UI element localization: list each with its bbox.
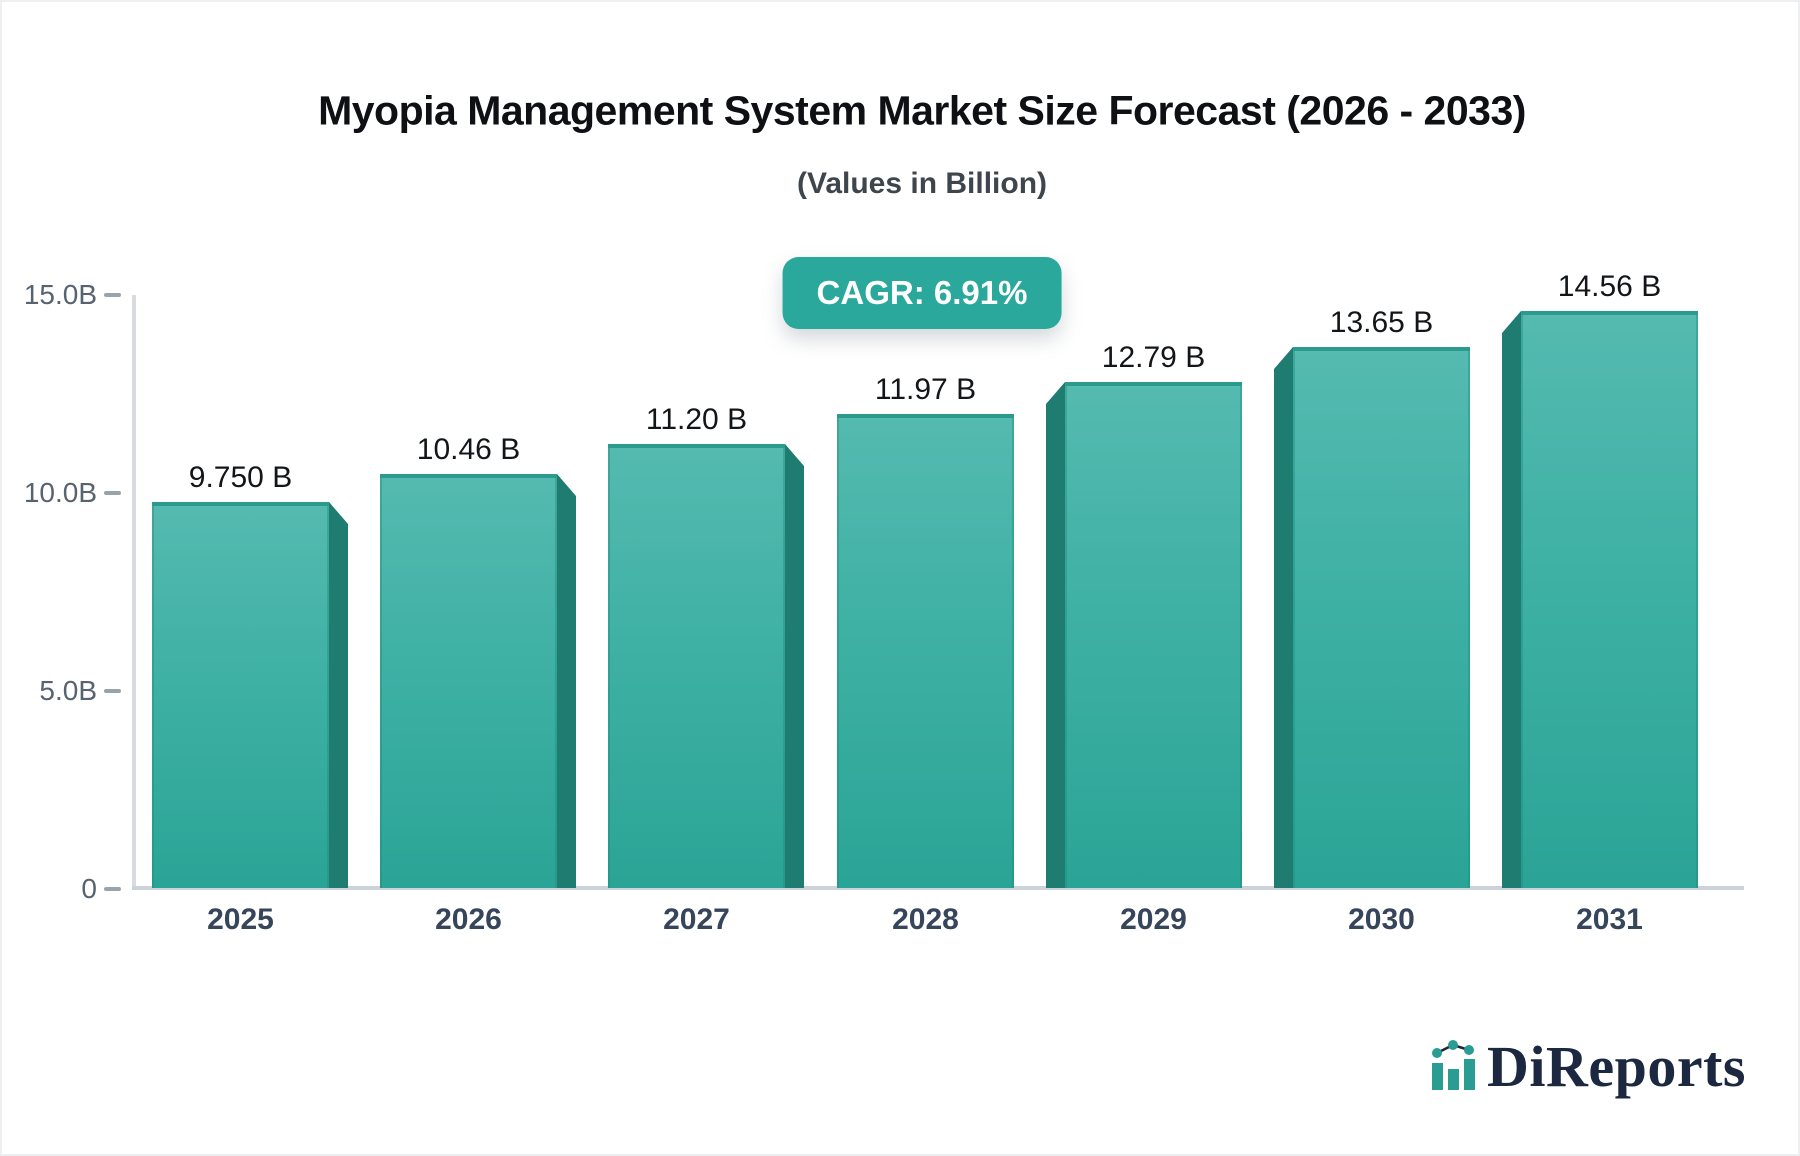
x-axis-label: 2028	[892, 903, 959, 936]
x-axis-label: 2027	[663, 903, 730, 936]
cagr-badge: CAGR: 6.91%	[782, 257, 1062, 329]
bar-value-label: 14.56 B	[1557, 270, 1662, 303]
y-axis-tick-dash	[104, 293, 121, 297]
bar-3d-side	[1046, 382, 1065, 888]
x-axis-label: 2026	[435, 903, 502, 936]
bar-value-label: 12.79 B	[1101, 341, 1206, 374]
y-axis-tick-label: 5.0B	[39, 675, 97, 706]
bar-3d-side	[785, 444, 804, 888]
bar-face	[608, 444, 785, 888]
chart-title: Myopia Management System Market Size For…	[318, 87, 1526, 134]
bar-face	[152, 502, 329, 888]
x-axis-label: 2030	[1348, 903, 1415, 936]
bar-3d-side	[1274, 347, 1293, 888]
bar-3d-side	[557, 474, 576, 888]
y-axis-tick-dash	[104, 689, 121, 693]
bar-3d-side	[1502, 311, 1521, 888]
bar-2031: 14.56 B	[1502, 270, 1698, 888]
bar-face	[380, 474, 557, 888]
bar-face	[1293, 347, 1470, 888]
x-axis-label: 2031	[1576, 903, 1643, 936]
bar-2028: 11.97 B	[837, 373, 1014, 888]
bar-face	[1065, 382, 1242, 888]
direports-logo: DiReports	[1431, 1036, 1746, 1096]
y-axis-line	[132, 295, 136, 890]
chart-subtitle: (Values in Billion)	[796, 167, 1048, 200]
bar-2027: 11.20 B	[608, 403, 804, 888]
x-axis-label: 2029	[1120, 903, 1187, 936]
bar-value-label: 13.65 B	[1329, 306, 1434, 339]
bar-value-label: 11.97 B	[874, 373, 977, 406]
bar-chart-trend-icon	[1431, 1040, 1475, 1090]
y-axis-tick-label: 0	[81, 873, 97, 904]
bar-face	[837, 414, 1014, 888]
bar-value-label: 10.46 B	[416, 433, 521, 466]
x-axis-label: 2025	[207, 903, 274, 936]
logo-text: DiReports	[1486, 1034, 1746, 1099]
y-axis-tick-dash	[104, 491, 121, 495]
x-axis-line	[132, 886, 1744, 890]
y-axis-tick-label: 10.0B	[23, 477, 97, 508]
bar-3d-side	[329, 502, 348, 888]
y-axis-tick-dash	[104, 887, 121, 891]
plot-area: 15.0B 10.0B 5.0B 0 9.750 B 10.46 B 11.20 B 11.…	[24, 270, 1744, 936]
bar-value-label: 11.20 B	[645, 403, 748, 436]
bar-face	[1521, 311, 1698, 888]
bar-2026: 10.46 B	[380, 433, 576, 888]
bar-2030: 13.65 B	[1274, 306, 1470, 888]
y-axis-tick-label: 15.0B	[23, 279, 97, 310]
bar-value-label: 9.750 B	[188, 461, 293, 494]
bar-2025: 9.750 B	[152, 461, 348, 888]
bar-2029: 12.79 B	[1046, 341, 1242, 888]
